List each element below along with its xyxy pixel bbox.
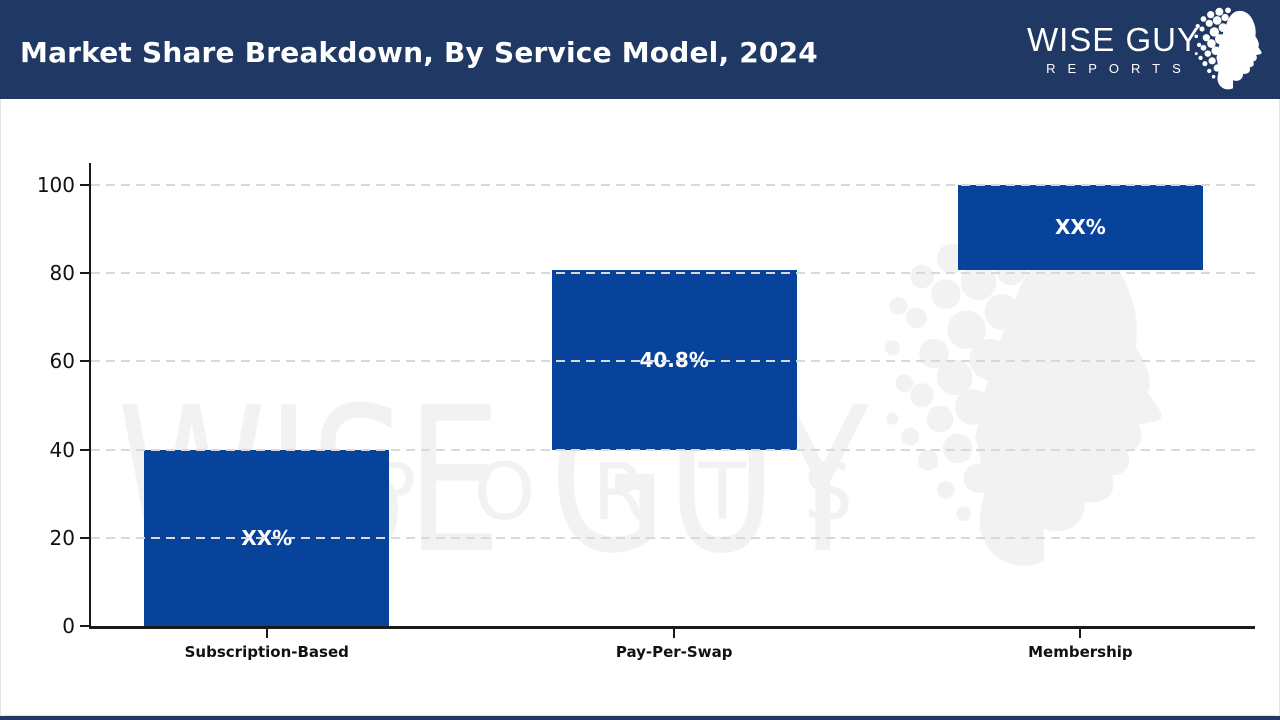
y-tick-mark [80, 184, 89, 187]
y-tick-mark [80, 536, 89, 539]
x-tick-mark [673, 629, 676, 638]
y-tick-mark [80, 625, 89, 627]
gridline [91, 360, 1255, 363]
gridline [91, 272, 1255, 275]
y-tick-mark [80, 448, 89, 451]
y-tick-mark [80, 360, 89, 363]
bar-value-label: 40.8% [639, 347, 709, 372]
logo-subtitle: REPORTS [1046, 60, 1193, 76]
bar-pay-per-swap: 40.8% [551, 269, 797, 450]
x-category-label: Pay-Per-Swap [615, 643, 733, 661]
x-category-label: Subscription-Based [184, 643, 349, 661]
y-tick-mark [80, 272, 89, 275]
y-tick-label: 0 [62, 614, 75, 638]
logo-wordmark: WISE GUY [1026, 20, 1200, 58]
chart-title: Market Share Breakdown, By Service Model… [20, 36, 818, 69]
plot-area: 0 20 40 60 80 100 XX% 40.8% XX% Subscription-Base… [37, 163, 1255, 661]
chart-canvas: WISE GUY REPORTS 020406080100XX%40.8%XX%… [0, 99, 1280, 716]
bar-membership: XX% [957, 185, 1203, 270]
y-tick-label: 40 [49, 437, 75, 462]
y-tick-label: 20 [49, 525, 75, 550]
header-banner: Market Share Breakdown, By Service Model… [0, 0, 1280, 99]
bar-value-label: XX% [1054, 215, 1106, 240]
y-tick-label: 100 [36, 173, 75, 198]
x-tick-mark [265, 629, 268, 638]
y-tick-label: 80 [49, 261, 75, 286]
gridline [91, 536, 1255, 539]
logo-wordmark-block: WISE GUY REPORTS [1027, 21, 1200, 76]
gridline [91, 184, 1255, 187]
wiseguy-logo: WISE GUY REPORTS [1027, 4, 1272, 96]
gridline [91, 448, 1255, 451]
wiseguy-head-icon [1184, 6, 1272, 94]
y-tick-label: 60 [49, 349, 75, 374]
x-tick-mark [1079, 629, 1082, 638]
footer-bar [0, 716, 1280, 720]
x-category-label: Membership [1028, 643, 1133, 661]
